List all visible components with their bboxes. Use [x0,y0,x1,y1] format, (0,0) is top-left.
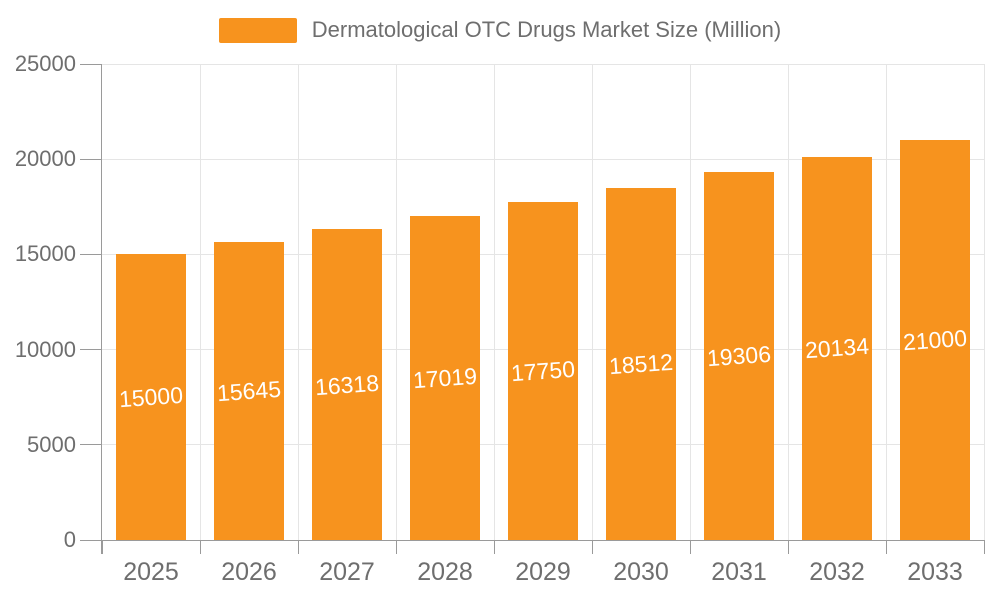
x-axis-tick [395,540,397,554]
x-axis-tick [297,540,299,554]
x-axis-label-2025: 2025 [123,558,179,586]
y-axis-label: 0 [63,527,76,552]
gridline-horizontal [102,63,984,65]
x-axis-tick [983,540,985,554]
x-axis-label-2027: 2027 [319,558,375,586]
y-axis-label: 20000 [14,146,76,172]
legend[interactable]: Dermatological OTC Drugs Market Size (Mi… [0,17,1000,43]
y-axis-tick [80,444,102,446]
x-axis-label-2032: 2032 [809,558,865,586]
x-axis-label-2026: 2026 [221,558,277,586]
x-axis-label-2028: 2028 [417,558,473,586]
x-axis-tick [787,540,789,554]
gridline-vertical [493,64,495,540]
x-axis-tick [689,540,691,554]
bar-2030[interactable] [606,187,676,540]
bar-2031[interactable] [704,172,774,540]
bar-2025[interactable] [116,254,186,540]
x-axis-label-2030: 2030 [613,558,669,586]
gridline-vertical [297,64,299,540]
bar-2026[interactable] [214,242,284,540]
x-axis-tick [591,540,593,554]
x-axis-label-2029: 2029 [515,558,571,586]
x-axis-tick [101,540,103,554]
x-axis-tick [493,540,495,554]
gridline-vertical [885,64,887,540]
x-axis-tick [199,540,201,554]
legend-swatch-icon [218,17,297,43]
gridline-vertical [591,64,593,540]
y-axis-label: 15000 [14,241,76,267]
gridline-vertical [199,64,201,540]
y-axis-tick [80,158,102,160]
x-axis-label-2031: 2031 [711,558,767,586]
bar-2029[interactable] [508,202,578,540]
y-axis-tick [80,253,102,255]
y-axis-label: 10000 [14,336,76,362]
bar-2032[interactable] [802,156,872,540]
legend-label: Dermatological OTC Drugs Market Size (Mi… [311,17,782,42]
bar-2027[interactable] [312,229,382,540]
bar-2033[interactable] [900,140,970,540]
x-axis-line [80,539,984,541]
y-axis-tick [80,63,102,65]
x-axis-tick [885,540,887,554]
y-axis-line [101,64,102,554]
y-axis-tick [80,349,102,351]
bar-2028[interactable] [410,215,480,540]
gridline-vertical [395,64,397,540]
y-axis-label: 5000 [27,431,76,457]
gridline-vertical [689,64,691,540]
gridline-vertical [983,64,985,540]
y-axis-label: 25000 [14,51,76,76]
gridline-horizontal [102,158,984,160]
x-axis-label-2033: 2033 [907,558,963,586]
gridline-vertical [787,64,789,540]
